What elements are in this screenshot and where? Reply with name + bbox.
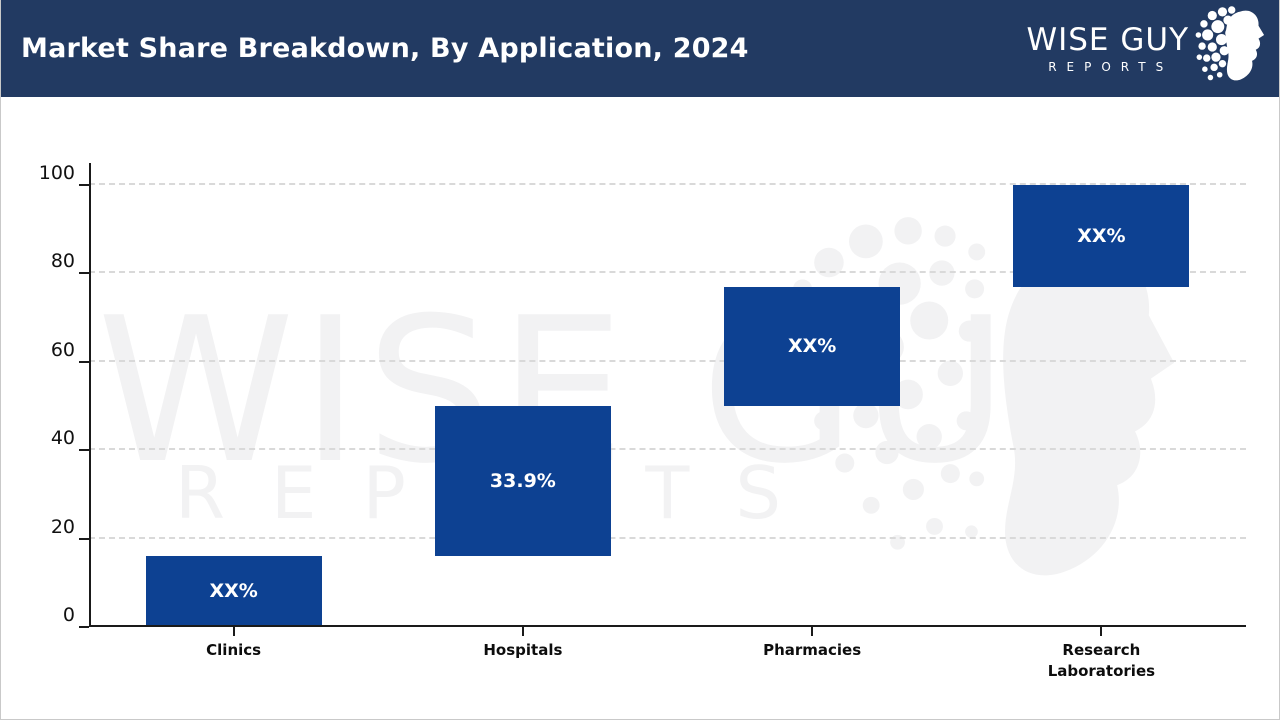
category-label: Pharmacies [763,641,862,659]
x-axis-tick-mark [232,627,235,636]
y-axis-tick-mark [79,184,89,187]
bar-clinics: XX% [145,555,322,627]
category-label: Clinics [206,641,262,659]
gridline-60 [89,359,1246,362]
y-axis-tick-mark [79,272,89,275]
brand-logo: WISE GUY REPORTS [1026,4,1265,94]
gridline-80 [89,271,1246,274]
x-axis-tick-mark [521,627,524,636]
header: Market Share Breakdown, By Application, … [1,0,1279,97]
y-axis-tick-label: 40 [50,427,75,450]
y-axis-spine [89,163,91,627]
y-axis-tick-label: 20 [50,515,75,538]
y-axis-tick-label: 80 [50,250,75,273]
gridline-40 [89,448,1246,451]
y-axis-tick-label: 100 [38,162,75,185]
x-axis-tick-mark [811,627,814,636]
x-axis-tick-mark [1100,627,1103,636]
bar-value-label: XX% [787,335,837,358]
bar-hospitals: 33.9% [434,406,611,556]
bar-value-label: XX% [1077,224,1126,247]
gridline-100 [89,183,1246,186]
y-axis-tick-mark [79,537,89,540]
y-axis-tick-label: 60 [50,338,75,361]
brand-text: WISE GUY REPORTS [1026,21,1189,74]
x-axis-spine [89,625,1246,627]
y-axis-tick-mark [79,626,89,628]
bar-pharmacies: XX% [724,286,901,407]
bar-research-laboratories: XX% [1013,185,1190,287]
page-title: Market Share Breakdown, By Application, … [21,33,749,64]
watermark-wordmark: WISE GUY [97,275,1143,508]
category-label: Hospitals [483,641,563,659]
logo-wordmark: WISE GUY [1026,21,1189,58]
logo-subtext: REPORTS [1048,59,1174,74]
y-axis-tick-mark [79,449,89,452]
gridline-20 [89,536,1246,539]
logo-face-icon [1191,4,1265,94]
y-axis-tick-mark [79,360,89,363]
plot-area: WISE GUY REPORTS [39,162,1246,680]
category-label: Research Laboratories [1047,641,1156,680]
bar-value-label: 33.9% [489,469,556,492]
y-axis-tick-label: 0 [62,604,75,626]
bar-value-label: XX% [209,580,258,603]
